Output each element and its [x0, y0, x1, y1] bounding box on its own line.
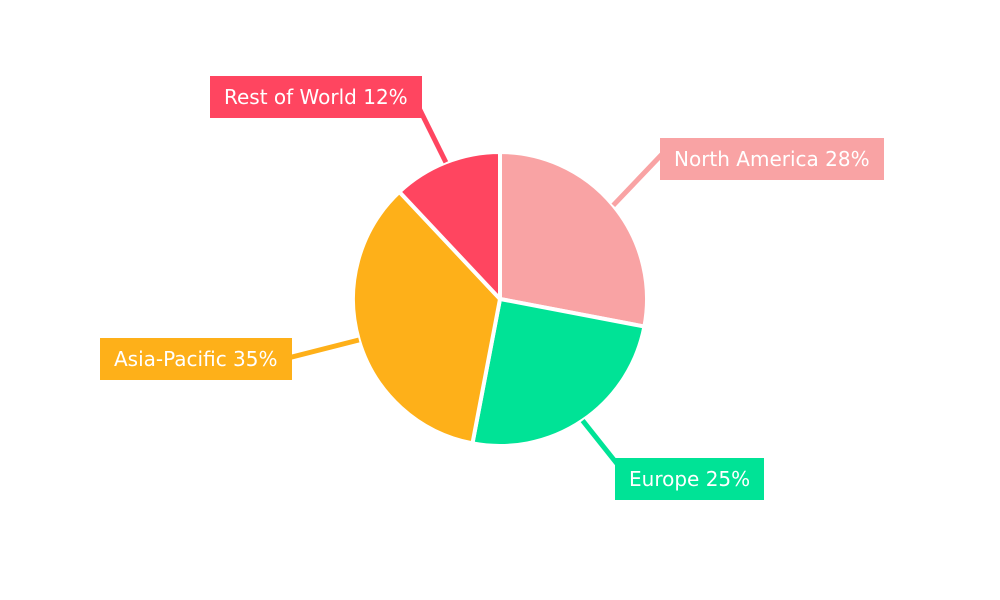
leader-line-rest-of-world: [415, 104, 449, 164]
leader-line-asia-pacific: [287, 337, 360, 361]
pie-label-europe: Europe 25%: [615, 458, 765, 500]
pie-label-asia-pacific: Asia-Pacific 35%: [100, 338, 292, 380]
pie-slice-rest-of-world[interactable]: [397, 150, 502, 301]
pie-slice-europe[interactable]: [470, 297, 647, 448]
leader-line-north-america: [611, 148, 668, 208]
pie-label-north-america: North America 28%: [660, 138, 884, 180]
pie-label-rest-of-world: Rest of World 12%: [210, 76, 422, 118]
pie-slice-north-america[interactable]: [498, 150, 649, 329]
